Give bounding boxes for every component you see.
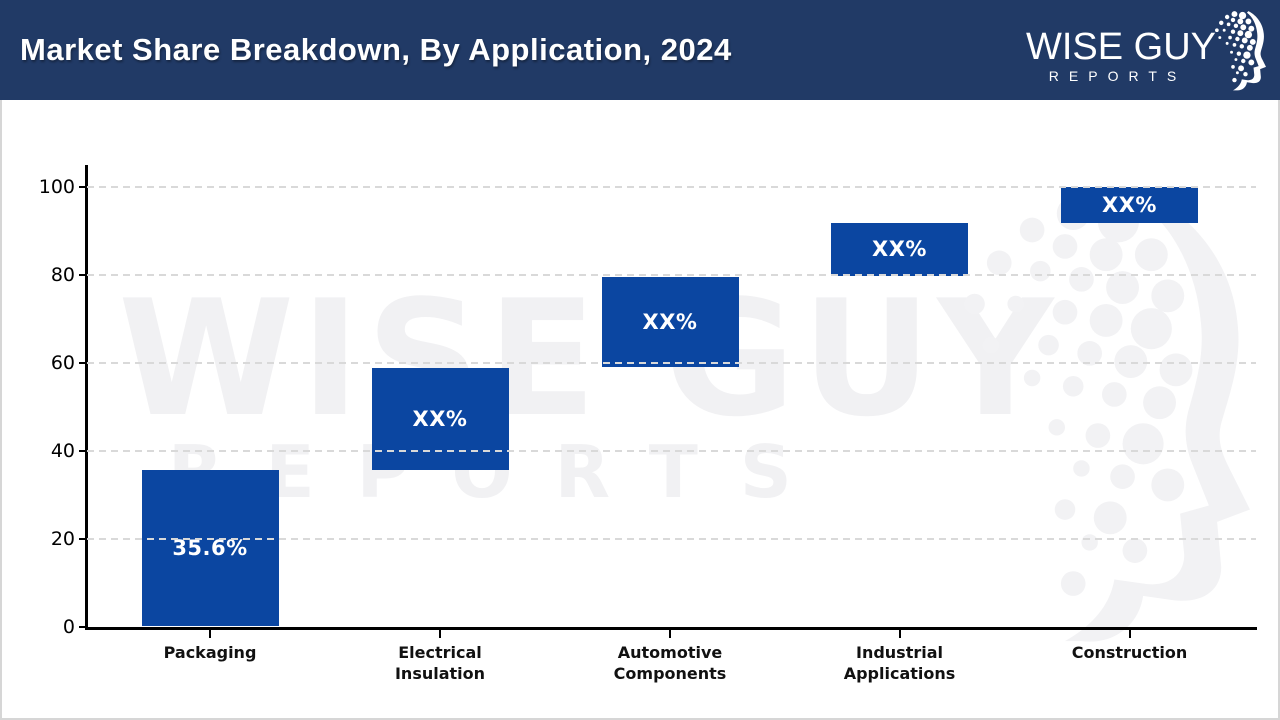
x-axis-tick [669,629,671,638]
page-title: Market Share Breakdown, By Application, … [20,32,732,67]
y-axis-tick [79,361,87,364]
bar-value-label: XX% [642,310,698,334]
gridline [87,361,1256,364]
x-axis-category-label-line: Industrial [855,643,943,662]
y-axis-tick-label: 60 [50,351,75,374]
x-axis-category-label-line: Automotive [617,643,723,662]
bar-packaging: 35.6% [141,469,279,627]
x-axis-category-label-line: Insulation [394,664,486,683]
bar-value-label: 35.6% [172,536,248,561]
x-axis-tick [209,629,211,638]
y-axis-line [85,165,88,630]
x-axis-category-label: Packaging [100,642,320,663]
y-axis-tick-label: 80 [50,263,75,286]
y-axis-tick [79,537,87,540]
x-axis-tick [439,629,441,638]
bar-construction: XX% [1061,186,1198,224]
bar-electrical-insulation: XX% [371,367,509,470]
brand-logo: WISE GUY REPORTS [1026,6,1266,94]
y-axis-tick [79,449,87,452]
x-axis-tick [898,629,901,638]
bar-value-label: XX% [1102,192,1157,217]
y-axis-tick [79,185,87,188]
x-axis-category-label-line: Applications [843,664,956,683]
gridline [87,537,1256,540]
y-axis-tick-label: 100 [38,175,75,198]
brand-sub-text: REPORTS [1048,68,1187,84]
x-axis-category-label-line: Electrical [398,643,482,662]
x-axis-category-label-line: Components [613,664,727,683]
x-axis-category-label: Automotive Components [560,642,780,684]
x-axis-category-label: Construction [1020,642,1240,663]
y-axis-tick-label: 0 [62,615,75,638]
x-axis-category-label: Industrial Applications [790,642,1010,684]
y-axis-tick [79,273,87,276]
header-bar: Market Share Breakdown, By Application, … [0,0,1280,100]
x-axis-tick [1128,629,1131,638]
bar-value-label: XX% [412,406,468,431]
x-axis-category-label-line: Construction [1071,643,1188,662]
brand-name-text: WISE GUY [1026,26,1217,68]
gridline [87,273,1256,276]
x-axis-category-label-line: Packaging [163,643,257,662]
bar-value-label: XX% [872,237,927,262]
brand-head-icon [1215,11,1266,91]
y-axis-tick-label: 40 [50,439,75,462]
x-axis-line [85,626,1257,630]
x-axis-category-label: Electrical Insulation [330,642,550,684]
bar-industrial-applications: XX% [831,222,968,277]
bar-automotive-components: XX% [601,277,739,367]
gridline [87,449,1256,452]
y-axis-tick-label: 20 [50,527,75,550]
gridline [87,185,1256,188]
y-axis-tick [79,625,87,628]
